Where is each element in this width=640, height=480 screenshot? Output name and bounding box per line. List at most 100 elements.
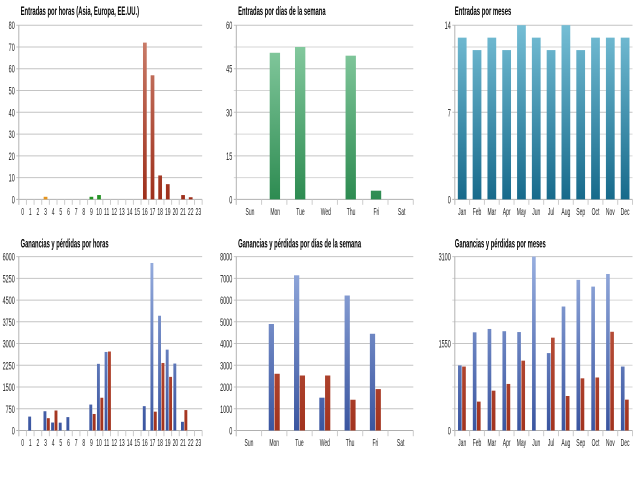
svg-text:17: 17 — [150, 437, 156, 448]
svg-text:3750: 3750 — [3, 316, 15, 329]
svg-text:Fri: Fri — [372, 437, 378, 448]
svg-text:7000: 7000 — [220, 272, 232, 285]
svg-text:Entradas por meses: Entradas por meses — [455, 5, 512, 19]
svg-text:Jun: Jun — [532, 206, 540, 217]
svg-text:Thu: Thu — [347, 206, 356, 217]
svg-text:30: 30 — [226, 106, 232, 119]
svg-text:20: 20 — [173, 206, 179, 217]
svg-text:21: 21 — [180, 437, 186, 448]
svg-text:6000: 6000 — [3, 250, 15, 263]
svg-text:4500: 4500 — [3, 294, 15, 307]
svg-text:3000: 3000 — [3, 337, 15, 350]
svg-text:Jan: Jan — [458, 206, 466, 217]
svg-text:9: 9 — [90, 437, 93, 448]
svg-text:14: 14 — [445, 19, 451, 32]
svg-text:14: 14 — [127, 437, 133, 448]
svg-text:Oct: Oct — [592, 206, 600, 217]
svg-text:12: 12 — [112, 437, 118, 448]
svg-text:Aug: Aug — [561, 206, 570, 217]
svg-text:Jun: Jun — [532, 437, 540, 448]
svg-text:Oct: Oct — [592, 437, 600, 448]
svg-text:2250: 2250 — [3, 359, 15, 372]
svg-text:Mon: Mon — [269, 437, 279, 448]
svg-text:Apr: Apr — [503, 206, 511, 217]
svg-text:1: 1 — [29, 206, 32, 217]
svg-text:22: 22 — [188, 206, 194, 217]
svg-text:May: May — [517, 437, 526, 448]
svg-text:2: 2 — [37, 437, 40, 448]
svg-text:Jan: Jan — [458, 437, 466, 448]
svg-text:15: 15 — [226, 150, 232, 163]
svg-text:Sun: Sun — [246, 206, 255, 217]
svg-text:8000: 8000 — [220, 250, 232, 263]
svg-text:60: 60 — [226, 19, 232, 32]
svg-text:16: 16 — [142, 437, 148, 448]
svg-text:8: 8 — [82, 437, 85, 448]
svg-text:1500: 1500 — [3, 381, 15, 394]
svg-text:Thu: Thu — [346, 437, 355, 448]
svg-text:Ganancias y pérdidas por horas: Ganancias y pérdidas por horas — [21, 237, 109, 251]
svg-text:0: 0 — [448, 193, 451, 206]
svg-text:5250: 5250 — [3, 272, 15, 285]
svg-text:Jul: Jul — [548, 206, 555, 217]
svg-text:0: 0 — [21, 437, 24, 448]
svg-text:9: 9 — [90, 206, 93, 217]
svg-text:Feb: Feb — [473, 437, 482, 448]
svg-text:0: 0 — [12, 424, 15, 437]
svg-text:1: 1 — [29, 437, 32, 448]
svg-text:Sep: Sep — [576, 206, 585, 217]
svg-text:6: 6 — [67, 206, 70, 217]
svg-text:Wed: Wed — [321, 206, 331, 217]
svg-text:2: 2 — [37, 206, 40, 217]
svg-text:60: 60 — [9, 63, 15, 76]
svg-text:Mar: Mar — [488, 437, 497, 448]
svg-text:3: 3 — [44, 206, 47, 217]
svg-text:Tue: Tue — [296, 206, 305, 217]
svg-text:Sat: Sat — [397, 437, 405, 448]
svg-text:17: 17 — [150, 206, 156, 217]
svg-text:20: 20 — [173, 437, 179, 448]
svg-text:Mar: Mar — [488, 206, 497, 217]
svg-text:45: 45 — [226, 63, 232, 76]
svg-text:Mon: Mon — [270, 206, 280, 217]
svg-text:23: 23 — [196, 206, 202, 217]
svg-text:2000: 2000 — [220, 381, 232, 394]
svg-text:1000: 1000 — [220, 403, 232, 416]
svg-text:0: 0 — [21, 206, 24, 217]
svg-text:Tue: Tue — [295, 437, 304, 448]
svg-text:18: 18 — [157, 206, 163, 217]
svg-text:0: 0 — [229, 424, 232, 437]
svg-text:Dec: Dec — [621, 206, 630, 217]
svg-text:40: 40 — [9, 106, 15, 119]
svg-text:5: 5 — [59, 437, 62, 448]
svg-text:750: 750 — [6, 403, 15, 416]
svg-text:19: 19 — [165, 437, 171, 448]
svg-text:0: 0 — [448, 424, 451, 437]
svg-text:20: 20 — [9, 150, 15, 163]
svg-text:30: 30 — [9, 128, 15, 141]
svg-text:5000: 5000 — [220, 316, 232, 329]
svg-text:Sep: Sep — [576, 437, 585, 448]
svg-text:50: 50 — [9, 84, 15, 97]
svg-text:6000: 6000 — [220, 294, 232, 307]
svg-text:4000: 4000 — [220, 337, 232, 350]
svg-text:10: 10 — [96, 437, 102, 448]
svg-text:15: 15 — [134, 206, 140, 217]
svg-text:Apr: Apr — [503, 437, 511, 448]
svg-text:10: 10 — [96, 206, 102, 217]
svg-text:80: 80 — [9, 19, 15, 32]
svg-text:3: 3 — [44, 437, 47, 448]
svg-text:May: May — [517, 206, 526, 217]
svg-text:16: 16 — [142, 206, 148, 217]
svg-text:0: 0 — [12, 193, 15, 206]
svg-text:12: 12 — [112, 206, 118, 217]
svg-text:8: 8 — [82, 206, 85, 217]
svg-text:Dec: Dec — [621, 437, 630, 448]
svg-text:15: 15 — [134, 437, 140, 448]
svg-text:Nov: Nov — [606, 437, 615, 448]
svg-text:3000: 3000 — [220, 359, 232, 372]
svg-text:13: 13 — [119, 437, 125, 448]
svg-text:10: 10 — [9, 172, 15, 185]
svg-text:11: 11 — [104, 437, 109, 448]
svg-text:7: 7 — [448, 106, 451, 119]
